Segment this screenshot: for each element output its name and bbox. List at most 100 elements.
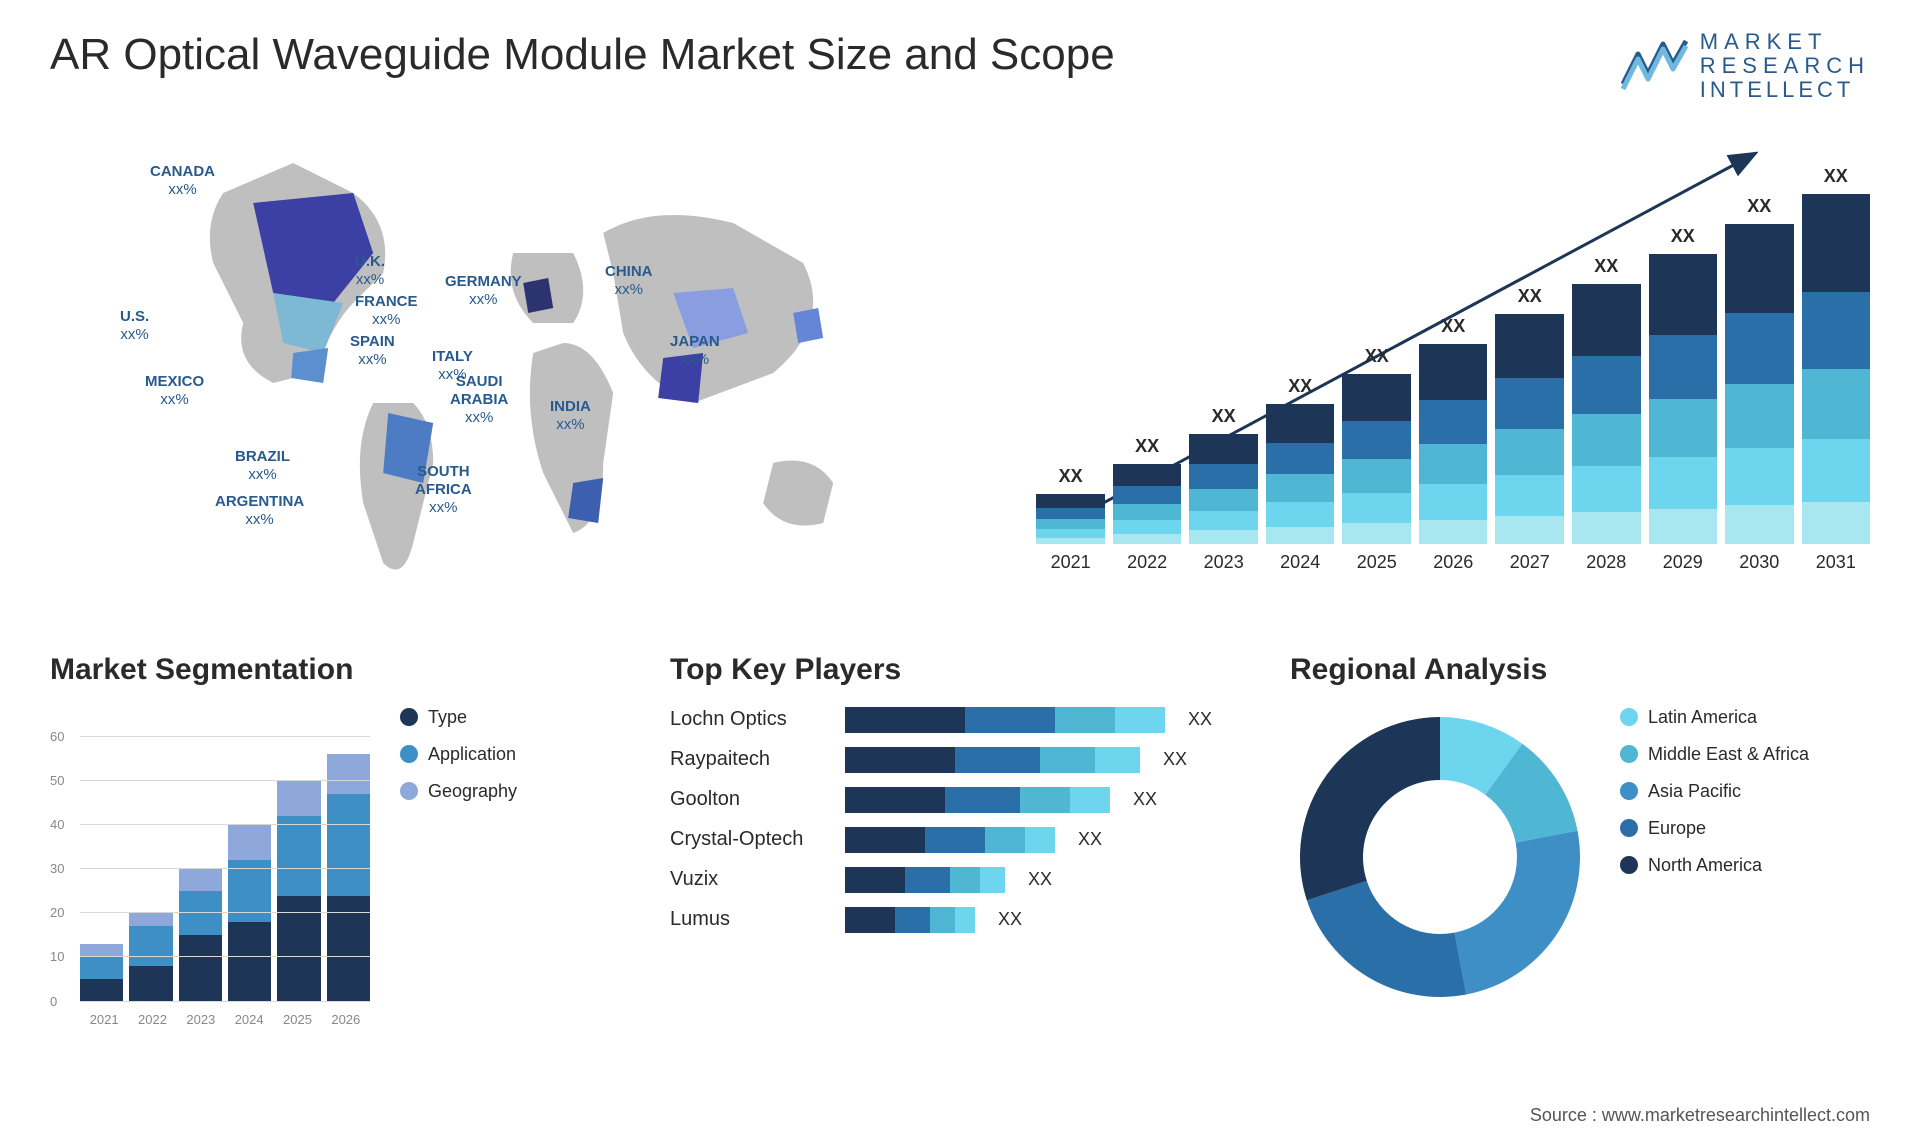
player-name: Lumus: [670, 908, 830, 931]
player-value: XX: [1078, 829, 1102, 850]
map-label-spain: SPAINxx%: [350, 333, 395, 369]
growth-bar-2025: XX2025: [1342, 374, 1411, 573]
player-name: Crystal-Optech: [670, 828, 830, 851]
growth-bar-2023: XX2023: [1189, 434, 1258, 573]
regional-title: Regional Analysis: [1290, 653, 1870, 687]
legend-item-europe: Europe: [1620, 818, 1809, 839]
growth-year-label: 2026: [1433, 552, 1473, 573]
growth-bar-2021: XX2021: [1036, 494, 1105, 573]
player-value: XX: [1133, 789, 1157, 810]
player-bar: [845, 747, 1140, 773]
donut-slice-europe: [1307, 880, 1466, 996]
player-name: Vuzix: [670, 868, 830, 891]
players-title: Top Key Players: [670, 653, 1250, 687]
growth-bar-value: XX: [1725, 196, 1794, 217]
map-label-mexico: MEXICOxx%: [145, 373, 204, 409]
legend-item-application: Application: [400, 744, 517, 765]
legend-item-middleeastafrica: Middle East & Africa: [1620, 744, 1809, 765]
growth-bar-2030: XX2030: [1725, 224, 1794, 573]
growth-bar-value: XX: [1189, 406, 1258, 427]
seg-gridline: 40: [80, 824, 370, 825]
player-value: XX: [1028, 869, 1052, 890]
legend-item-geography: Geography: [400, 781, 517, 802]
seg-bar-2025: [277, 781, 320, 1002]
brand-logo: MARKET RESEARCH INTELLECT: [1618, 30, 1870, 103]
map-label-uk: U.K.xx%: [355, 253, 385, 289]
player-bar: [845, 907, 975, 933]
player-name: Raypaitech: [670, 748, 830, 771]
donut-chart: [1290, 707, 1590, 1007]
segmentation-panel: Market Segmentation 20212022202320242025…: [50, 653, 630, 1027]
growth-bar-chart: XX2021XX2022XX2023XX2024XX2025XX2026XX20…: [1036, 123, 1870, 603]
player-bar: [845, 867, 1005, 893]
legend-item-latinamerica: Latin America: [1620, 707, 1809, 728]
logo-line3: INTELLECT: [1700, 78, 1870, 102]
growth-bar-value: XX: [1495, 286, 1564, 307]
segmentation-bars: 202120222023202420252026 0102030405060: [50, 707, 370, 1027]
player-row-vuzix: Vuzix XX: [670, 867, 1250, 893]
growth-bar-2029: XX2029: [1649, 254, 1718, 573]
bottom-row: Market Segmentation 20212022202320242025…: [50, 653, 1870, 1027]
map-label-india: INDIAxx%: [550, 398, 591, 434]
player-bar: [845, 787, 1110, 813]
seg-gridline: 0: [80, 1001, 370, 1002]
page-title: AR Optical Waveguide Module Market Size …: [50, 30, 1115, 80]
seg-bar-2021: [80, 944, 123, 1001]
segmentation-title: Market Segmentation: [50, 653, 630, 687]
growth-bar-value: XX: [1036, 466, 1105, 487]
player-row-crystaloptech: Crystal-Optech XX: [670, 827, 1250, 853]
legend-item-asiapacific: Asia Pacific: [1620, 781, 1809, 802]
regional-panel: Regional Analysis Latin America Middle Ea…: [1290, 653, 1870, 1027]
regional-legend: Latin America Middle East & Africa Asia Pa…: [1620, 707, 1809, 876]
growth-year-label: 2029: [1663, 552, 1703, 573]
growth-year-label: 2027: [1510, 552, 1550, 573]
growth-bar-value: XX: [1649, 226, 1718, 247]
header: AR Optical Waveguide Module Market Size …: [50, 30, 1870, 103]
growth-bar-value: XX: [1342, 346, 1411, 367]
player-row-lumus: Lumus XX: [670, 907, 1250, 933]
donut-slice-northamerica: [1300, 717, 1440, 900]
seg-bar-2023: [179, 869, 222, 1001]
seg-gridline: 20: [80, 912, 370, 913]
legend-item-northamerica: North America: [1620, 855, 1809, 876]
seg-gridline: 50: [80, 780, 370, 781]
legend-item-type: Type: [400, 707, 517, 728]
growth-year-label: 2022: [1127, 552, 1167, 573]
growth-bar-value: XX: [1802, 166, 1871, 187]
growth-bar-2022: XX2022: [1113, 464, 1182, 573]
growth-year-label: 2028: [1586, 552, 1626, 573]
growth-year-label: 2023: [1204, 552, 1244, 573]
player-row-lochnoptics: Lochn OpticsXX: [670, 707, 1250, 733]
player-value: XX: [1163, 749, 1187, 770]
growth-bar-2026: XX2026: [1419, 344, 1488, 573]
seg-year-label: 2026: [322, 1012, 370, 1027]
seg-year-label: 2025: [273, 1012, 321, 1027]
seg-bar-2024: [228, 825, 271, 1002]
growth-year-label: 2025: [1357, 552, 1397, 573]
logo-icon: [1618, 39, 1688, 94]
donut-slice-asiapacific: [1454, 830, 1580, 994]
seg-year-label: 2024: [225, 1012, 273, 1027]
player-value: XX: [998, 909, 1022, 930]
player-row-raypaitech: Raypaitech XX: [670, 747, 1250, 773]
player-row-goolton: GooltonXX: [670, 787, 1250, 813]
map-label-southafrica: SOUTHAFRICAxx%: [415, 463, 472, 517]
growth-bar-2024: XX2024: [1266, 404, 1335, 573]
player-value: XX: [1188, 709, 1212, 730]
growth-year-label: 2031: [1816, 552, 1856, 573]
growth-bar-value: XX: [1419, 316, 1488, 337]
growth-bar-value: XX: [1266, 376, 1335, 397]
map-label-france: FRANCExx%: [355, 293, 418, 329]
logo-text: MARKET RESEARCH INTELLECT: [1700, 30, 1870, 103]
growth-year-label: 2024: [1280, 552, 1320, 573]
seg-year-label: 2022: [128, 1012, 176, 1027]
map-label-us: U.S.xx%: [120, 308, 149, 344]
map-label-argentina: ARGENTINAxx%: [215, 493, 304, 529]
player-bar: [845, 707, 1165, 733]
growth-year-label: 2021: [1051, 552, 1091, 573]
map-label-germany: GERMANYxx%: [445, 273, 522, 309]
players-chart: Lochn OpticsXXRaypaitechXXGooltonXXCryst…: [670, 707, 1250, 933]
growth-bar-2027: XX2027: [1495, 314, 1564, 573]
map-label-saudiarabia: SAUDIARABIAxx%: [450, 373, 508, 427]
world-map-section: CANADAxx%U.S.xx%MEXICOxx%BRAZILxx%ARGENT…: [50, 123, 996, 603]
